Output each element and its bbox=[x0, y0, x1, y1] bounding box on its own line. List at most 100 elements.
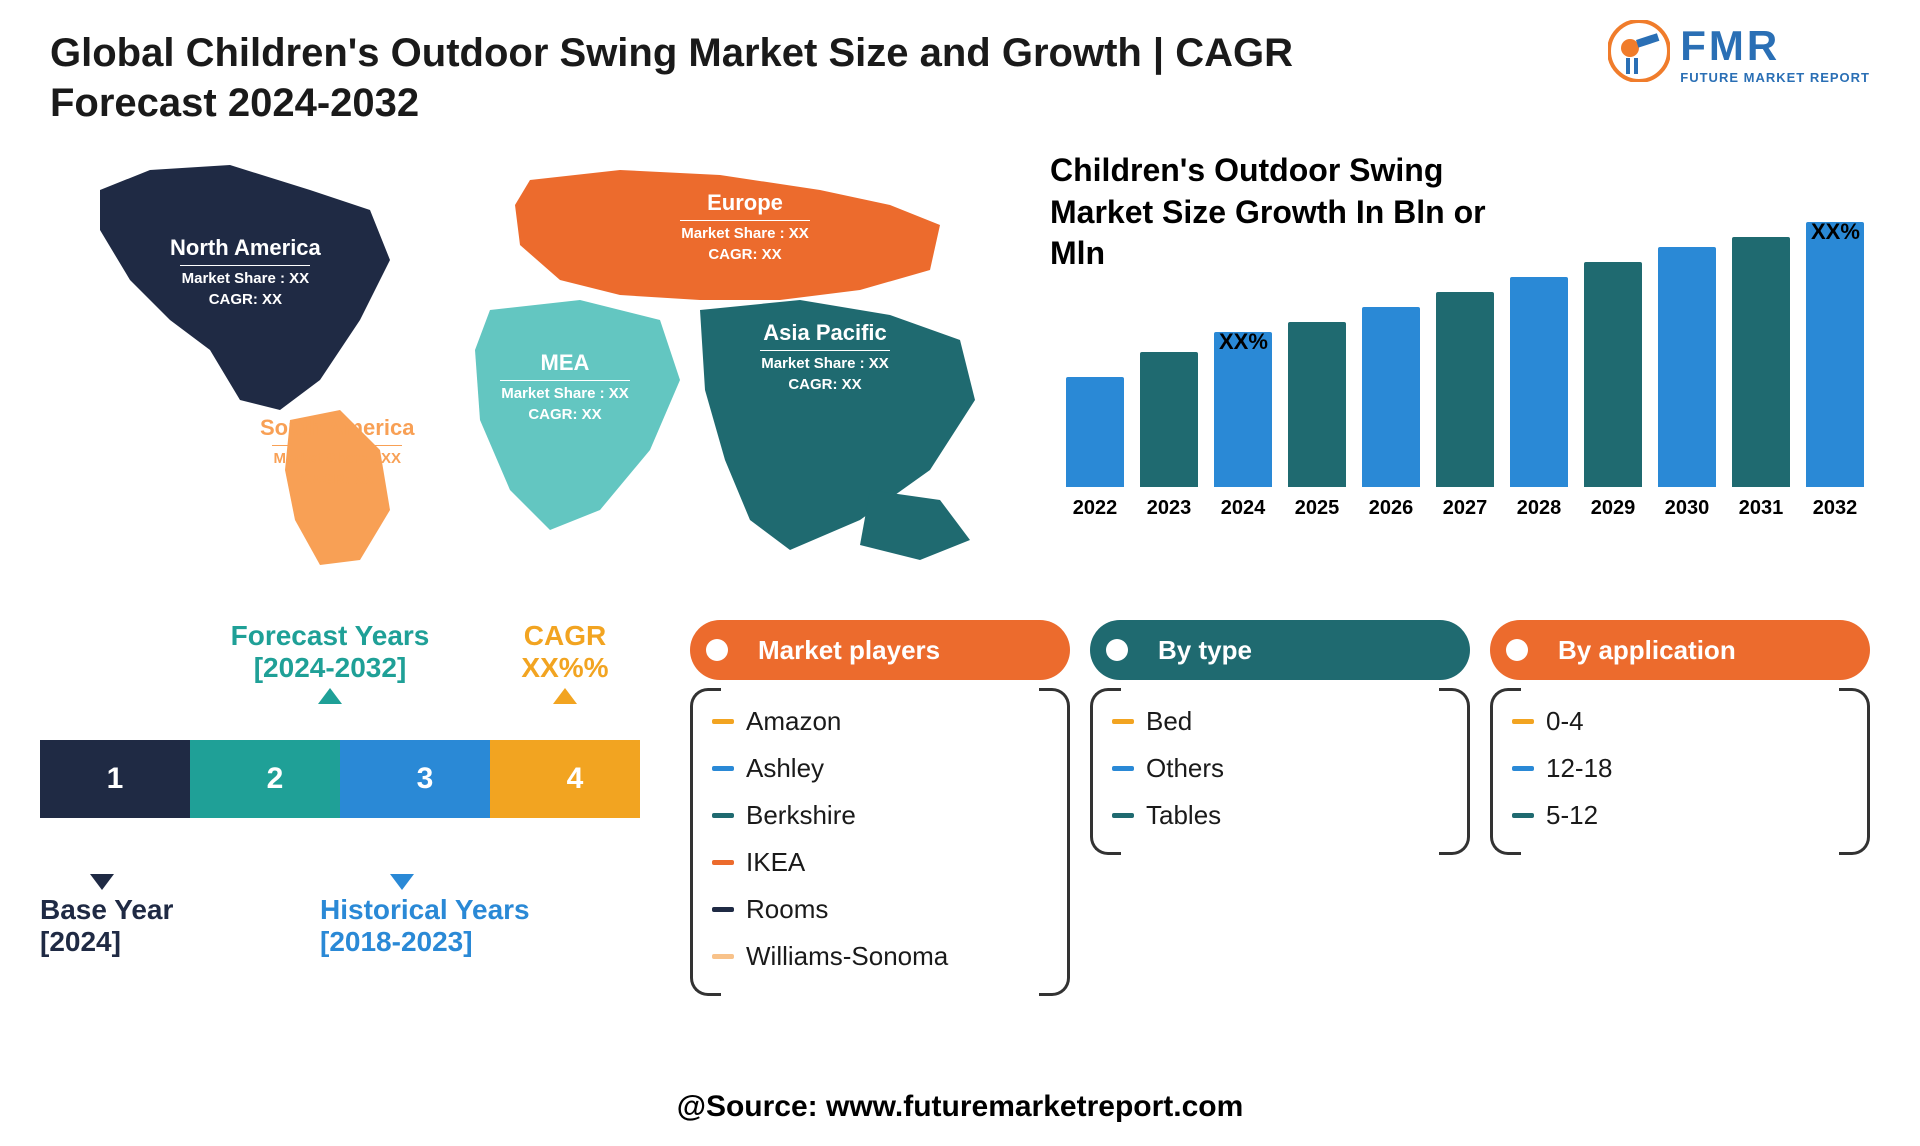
cagr-label: CAGR XX%% bbox=[500, 620, 630, 708]
region-cagr: CAGR: XX bbox=[170, 291, 321, 308]
category-list: Amazon Ashley Berkshire IKEA Rooms Williams-S… bbox=[712, 698, 1048, 980]
bar-year-label: 2029 bbox=[1591, 497, 1636, 520]
region-name: Europe bbox=[680, 190, 810, 216]
bar-chart-bars: 2022202320242025202620272028202920302031… bbox=[1050, 240, 1880, 520]
bar-rect bbox=[1658, 247, 1716, 487]
dash-icon bbox=[1512, 813, 1534, 818]
source-line: @Source: www.futuremarketreport.com bbox=[0, 1090, 1920, 1124]
region-cagr: CAGR: XX bbox=[260, 471, 414, 488]
list-item: Williams-Sonoma bbox=[712, 933, 1048, 980]
bar-column: 2026 bbox=[1362, 307, 1420, 520]
list-item-label: Others bbox=[1146, 753, 1224, 784]
region-name: South America bbox=[260, 415, 414, 441]
region-europe: Europe Market Share : XX CAGR: XX bbox=[680, 190, 810, 263]
bar-callout: XX% bbox=[1811, 219, 1860, 245]
bar-rect bbox=[1806, 222, 1864, 487]
category-list: 0-4 12-18 5-12 bbox=[1512, 698, 1848, 839]
bar-column: 2025 bbox=[1288, 322, 1346, 520]
bar-year-label: 2024 bbox=[1221, 497, 1266, 520]
category-list: Bed Others Tables bbox=[1112, 698, 1448, 839]
timeline-cell-1: 1 bbox=[40, 740, 190, 818]
dash-icon bbox=[1112, 813, 1134, 818]
bar-year-label: 2022 bbox=[1073, 497, 1118, 520]
list-item-label: Tables bbox=[1146, 800, 1221, 831]
bar-column: 2022 bbox=[1066, 377, 1124, 520]
category-bracket: Bed Others Tables bbox=[1090, 698, 1470, 839]
bar-rect bbox=[1732, 237, 1790, 487]
list-item: 5-12 bbox=[1512, 792, 1848, 839]
dash-icon bbox=[1112, 719, 1134, 724]
list-item: IKEA bbox=[712, 839, 1048, 886]
bar-year-label: 2032 bbox=[1813, 497, 1858, 520]
region-south-america: South America Market Share : XX CAGR: XX bbox=[260, 415, 414, 488]
category-header: By type bbox=[1090, 620, 1470, 680]
forecast-years-label: Forecast Years [2024-2032] bbox=[230, 620, 430, 708]
bar-rect bbox=[1510, 277, 1568, 487]
timeline-infographic: Forecast Years [2024-2032] CAGR XX%% 1 2… bbox=[40, 620, 660, 1000]
list-item: Bed bbox=[1112, 698, 1448, 745]
bar-column: 2029 bbox=[1584, 262, 1642, 520]
dash-icon bbox=[712, 860, 734, 865]
bar-rect bbox=[1436, 292, 1494, 487]
bar-year-label: 2023 bbox=[1147, 497, 1192, 520]
logo-sub-text: FUTURE MARKET REPORT bbox=[1680, 70, 1870, 85]
bar-column: 2030 bbox=[1658, 247, 1716, 520]
bar-year-label: 2026 bbox=[1369, 497, 1414, 520]
logo-fmr-text: FMR bbox=[1680, 22, 1870, 70]
base-year-label: Base Year [2024] bbox=[40, 870, 220, 958]
timeline-row: 1 2 3 4 bbox=[40, 740, 640, 818]
dash-icon bbox=[1512, 719, 1534, 724]
bar-rect bbox=[1584, 262, 1642, 487]
list-item-label: Ashley bbox=[746, 753, 824, 784]
timeline-cell-2: 2 bbox=[190, 740, 340, 818]
bar-rect bbox=[1140, 352, 1198, 487]
bar-column: 2031 bbox=[1732, 237, 1790, 520]
list-item-label: 12-18 bbox=[1546, 753, 1613, 784]
list-item-label: Berkshire bbox=[746, 800, 856, 831]
list-item: Berkshire bbox=[712, 792, 1048, 839]
list-item: 12-18 bbox=[1512, 745, 1848, 792]
dash-icon bbox=[712, 907, 734, 912]
timeline-cell-4: 4 bbox=[490, 740, 640, 818]
list-item: Amazon bbox=[712, 698, 1048, 745]
bar-column: 2028 bbox=[1510, 277, 1568, 520]
bar-rect bbox=[1066, 377, 1124, 487]
bar-year-label: 2025 bbox=[1295, 497, 1340, 520]
category-bracket: Amazon Ashley Berkshire IKEA Rooms Williams-S… bbox=[690, 698, 1070, 980]
list-item: Ashley bbox=[712, 745, 1048, 792]
list-item-label: Williams-Sonoma bbox=[746, 941, 948, 972]
dash-icon bbox=[712, 954, 734, 959]
region-share: Market Share : XX bbox=[500, 385, 630, 402]
region-asia-pacific: Asia Pacific Market Share : XX CAGR: XX bbox=[760, 320, 890, 393]
market-size-bar-chart: Children's Outdoor Swing Market Size Gro… bbox=[1050, 150, 1880, 570]
bar-year-label: 2031 bbox=[1739, 497, 1784, 520]
region-name: Asia Pacific bbox=[760, 320, 890, 346]
list-item-label: Amazon bbox=[746, 706, 841, 737]
region-cagr: CAGR: XX bbox=[680, 246, 810, 263]
bar-year-label: 2028 bbox=[1517, 497, 1562, 520]
list-item-label: Bed bbox=[1146, 706, 1192, 737]
bar-column: 2024 bbox=[1214, 332, 1272, 520]
list-item: Rooms bbox=[712, 886, 1048, 933]
fmr-logo: FMR FUTURE MARKET REPORT bbox=[1608, 20, 1870, 87]
telescope-icon bbox=[1608, 20, 1670, 87]
list-item: Others bbox=[1112, 745, 1448, 792]
list-item-label: IKEA bbox=[746, 847, 805, 878]
page-title: Global Children's Outdoor Swing Market S… bbox=[50, 28, 1330, 128]
bar-year-label: 2030 bbox=[1665, 497, 1710, 520]
region-share: Market Share : XX bbox=[260, 450, 414, 467]
bar-callout: XX% bbox=[1219, 329, 1268, 355]
region-share: Market Share : XX bbox=[760, 355, 890, 372]
region-share: Market Share : XX bbox=[170, 270, 321, 287]
region-share: Market Share : XX bbox=[680, 225, 810, 242]
list-item: 0-4 bbox=[1512, 698, 1848, 745]
category-by_application: By application 0-4 12-18 5-12 bbox=[1490, 620, 1870, 839]
historical-years-label: Historical Years [2018-2023] bbox=[320, 870, 600, 958]
category-header: By application bbox=[1490, 620, 1870, 680]
category-header: Market players bbox=[690, 620, 1070, 680]
bar-column: 2032 bbox=[1806, 222, 1864, 520]
bar-rect bbox=[1288, 322, 1346, 487]
dash-icon bbox=[712, 766, 734, 771]
dash-icon bbox=[712, 719, 734, 724]
dash-icon bbox=[1112, 766, 1134, 771]
